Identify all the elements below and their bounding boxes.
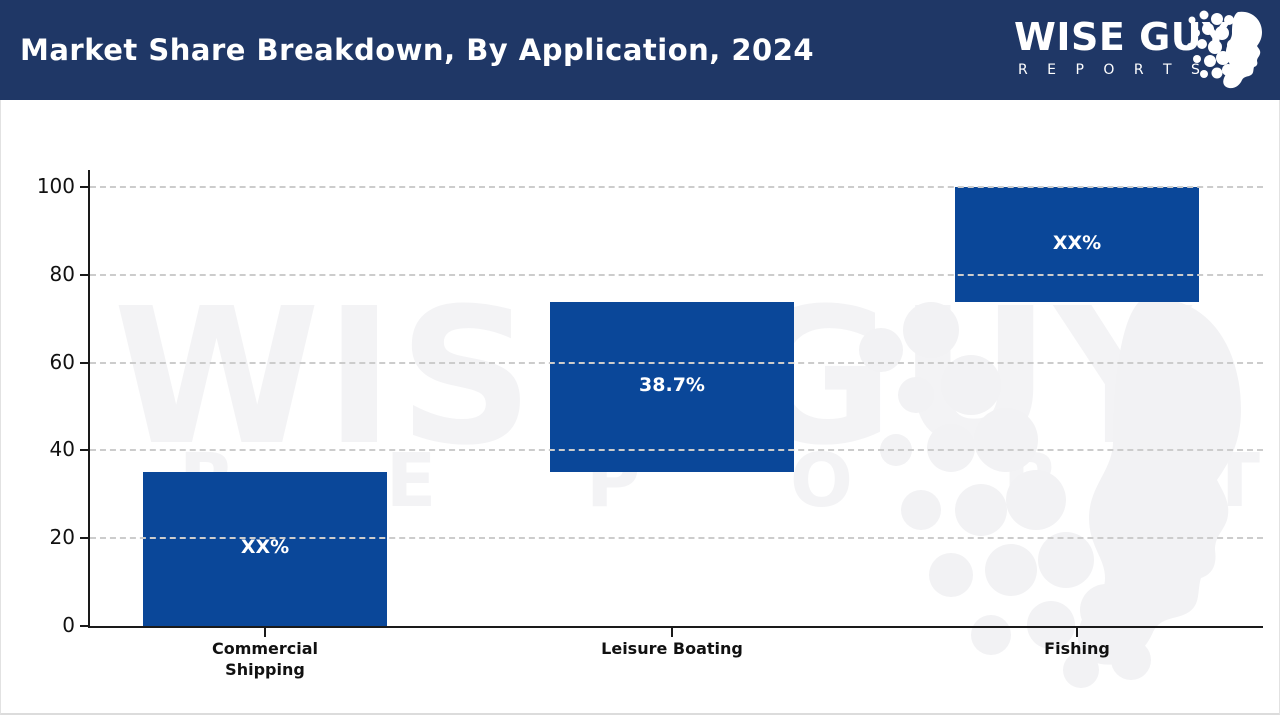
y-tick-label: 0	[62, 613, 75, 637]
bar-value-label: XX%	[240, 536, 290, 559]
x-axis-line	[88, 626, 1263, 628]
y-axis-tick	[80, 537, 89, 540]
y-tick-label: 40	[49, 437, 75, 462]
category-label: Leisure Boating	[601, 639, 743, 658]
y-tick-label: 20	[49, 525, 75, 550]
header-bar: Market Share Breakdown, By Application, …	[0, 0, 1280, 100]
logo-wordmark: WISE GUY	[1014, 15, 1230, 59]
y-axis-tick	[80, 625, 89, 627]
gridline	[90, 449, 1263, 452]
gridline	[90, 537, 1263, 540]
y-tick-label: 80	[49, 261, 75, 286]
bar-value-label: XX%	[1052, 231, 1102, 254]
category-label: Fishing	[1044, 639, 1110, 658]
x-axis-tick	[671, 628, 673, 637]
logo-subtext: R E P O R T S	[1018, 62, 1207, 78]
category-label: Commercial Shipping	[211, 639, 319, 679]
y-axis-tick	[80, 273, 89, 276]
logo-face-icon	[1187, 10, 1262, 89]
y-axis-tick	[80, 449, 89, 452]
x-axis-tick	[264, 628, 266, 637]
y-axis-tick	[80, 361, 89, 364]
y-axis-line	[88, 170, 90, 628]
y-axis-tick	[80, 186, 89, 188]
gridline	[90, 186, 1263, 188]
page-title: Market Share Breakdown, By Application, …	[20, 33, 815, 67]
bar-value-label: 38.7%	[639, 374, 705, 397]
gridline	[90, 361, 1263, 364]
y-tick-label: 60	[49, 349, 75, 374]
bar	[955, 187, 1199, 303]
x-axis-tick	[1076, 628, 1078, 637]
gridline	[90, 273, 1263, 276]
bar	[143, 472, 387, 626]
y-tick-label: 100	[36, 174, 75, 198]
bar	[550, 302, 794, 473]
chart-area: WISE GUY R E P O R T S 020406080100XX%Co…	[0, 100, 1280, 715]
wiseguy-logo: WISE GUY R E P O R T S	[1014, 10, 1262, 89]
